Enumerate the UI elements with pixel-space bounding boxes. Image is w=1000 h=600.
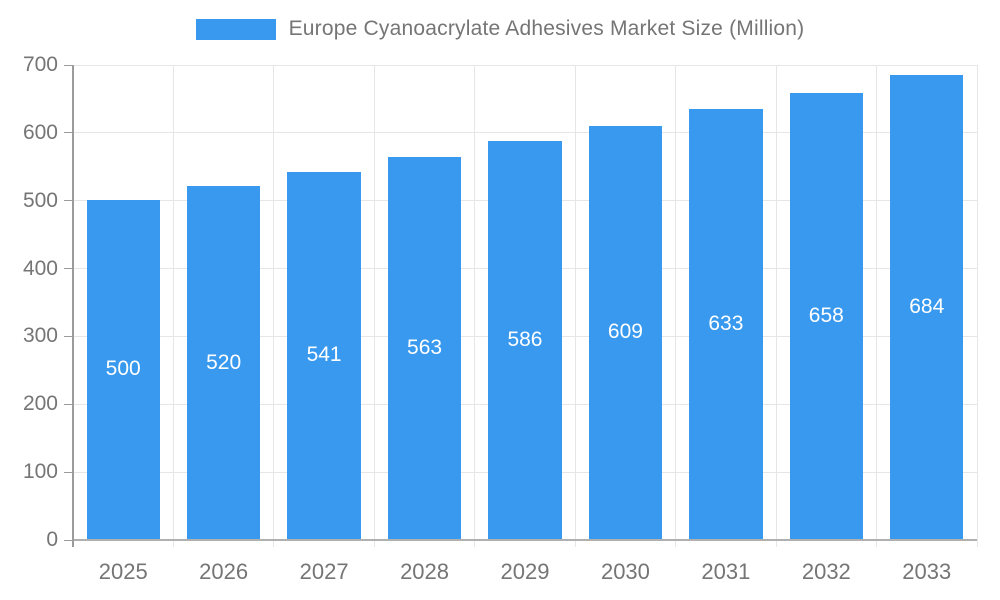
bar-value-label: 500 [105, 357, 141, 381]
x-axis-tick-label: 2031 [701, 559, 751, 584]
bar-2025[interactable]: 500 [86, 199, 160, 539]
y-axis-line [72, 65, 74, 547]
bar-2033[interactable]: 684 [890, 74, 964, 539]
legend-swatch[interactable] [195, 18, 276, 40]
plot-area: 0 100 200 300 400 500 600 700 500 2025 520 2026 541 2… [23, 54, 978, 584]
x-axis-tick-label: 2028 [400, 559, 450, 584]
x-axis-tick-label: 2032 [801, 559, 851, 584]
gridline-v [574, 65, 576, 547]
y-axis-tick [64, 539, 72, 541]
bar-2032[interactable]: 658 [789, 92, 863, 539]
y-axis-tick-label: 400 [22, 256, 58, 280]
y-axis-tick-label: 500 [22, 188, 58, 212]
y-axis-tick [64, 64, 72, 66]
bar-value-label: 633 [708, 312, 744, 336]
bar-2028[interactable]: 563 [387, 156, 462, 539]
gridline-h [73, 132, 977, 134]
bar-2029[interactable]: 586 [488, 141, 562, 539]
bar-value-label: 541 [306, 343, 342, 367]
y-axis-tick-label: 0 [46, 528, 58, 551]
gridline-v [775, 65, 777, 547]
legend-label[interactable]: Europe Cyanoacrylate Adhesives Market Si… [288, 17, 805, 40]
x-axis-tick-label: 2026 [199, 559, 249, 584]
gridline-v [976, 65, 978, 547]
gridline-v [474, 65, 476, 547]
bar-value-label: 520 [206, 350, 242, 374]
y-axis-tick [64, 335, 72, 337]
y-axis-tick-label: 600 [22, 120, 58, 144]
x-axis-tick-label: 2033 [902, 559, 952, 584]
x-axis-baseline [73, 539, 977, 541]
x-axis-tick-label: 2030 [600, 559, 650, 584]
x-axis-tick-label: 2025 [98, 559, 148, 584]
gridline-v [273, 65, 275, 547]
bar-2030[interactable]: 609 [588, 125, 663, 539]
gridline-v [373, 65, 375, 547]
y-axis-tick [64, 200, 72, 202]
y-axis-tick [64, 403, 72, 405]
y-axis-tick [64, 132, 72, 134]
y-axis-tick-label: 300 [22, 324, 58, 348]
bar-2026[interactable]: 520 [187, 186, 261, 539]
x-axis-tick-label: 2029 [500, 559, 550, 584]
x-axis-tick-label: 2027 [299, 559, 349, 584]
gridline-h [73, 64, 977, 66]
bar-2027[interactable]: 541 [287, 171, 361, 539]
gridline-v [675, 65, 677, 547]
bar-value-label: 658 [808, 303, 844, 327]
bar-value-label: 586 [507, 328, 543, 352]
y-axis-tick-label: 200 [22, 392, 58, 416]
bar-2031[interactable]: 633 [689, 109, 763, 539]
bar-value-label: 563 [407, 335, 443, 359]
legend-item[interactable]: Europe Cyanoacrylate Adhesives Market Si… [0, 17, 1000, 41]
bar-value-label: 609 [607, 320, 643, 344]
gridline-v [876, 65, 878, 547]
bar-value-label: 684 [909, 294, 945, 318]
y-axis-tick-label: 100 [22, 460, 58, 484]
y-axis-tick [64, 471, 72, 473]
gridline-v [172, 65, 174, 547]
y-axis-tick [64, 268, 72, 270]
y-axis-tick-label: 700 [22, 53, 58, 76]
